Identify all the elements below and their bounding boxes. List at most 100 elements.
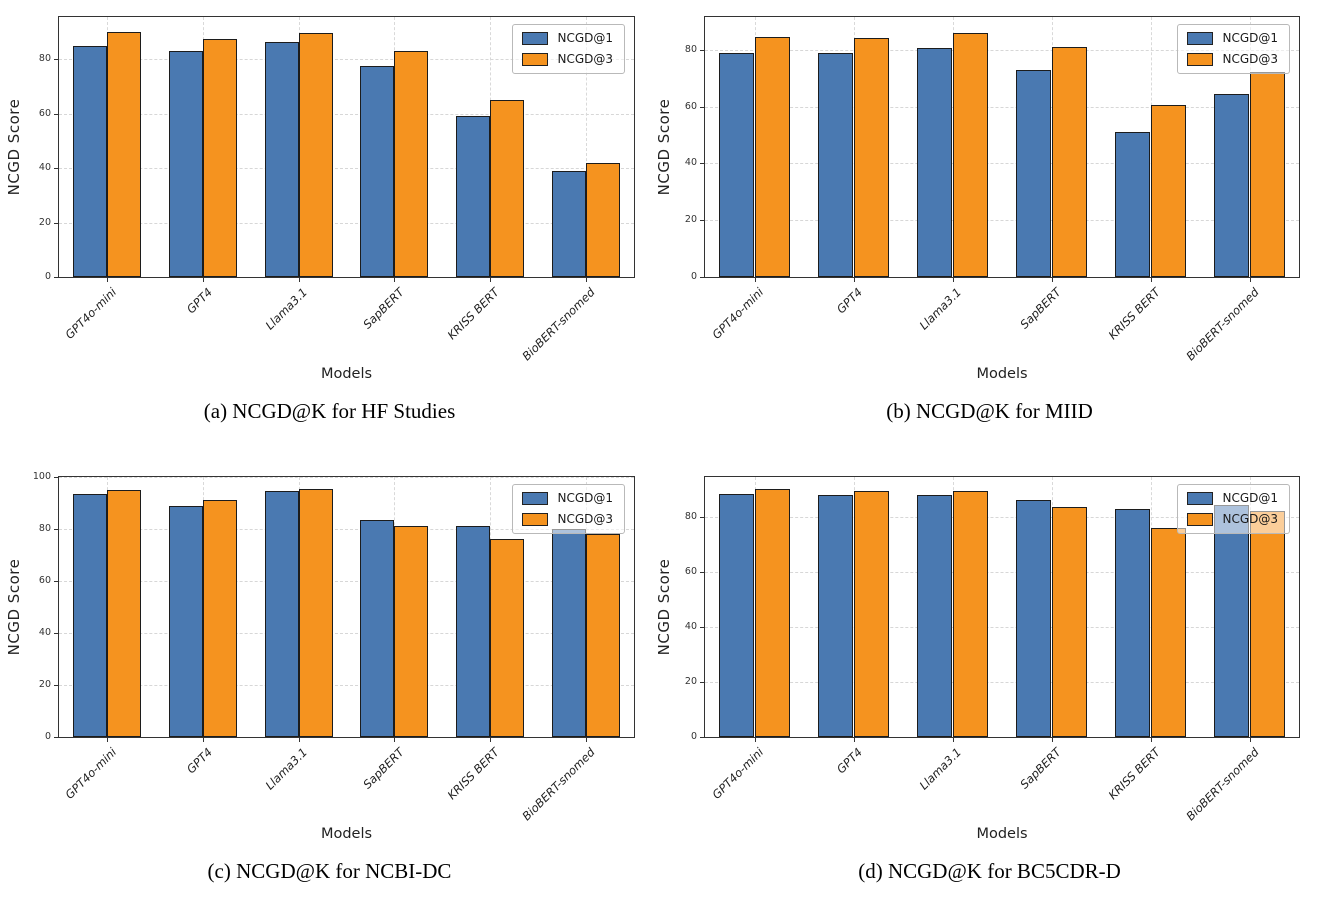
bar-ncgd-3	[853, 490, 889, 737]
bar-ncgd-3	[754, 489, 790, 737]
y-gridline	[59, 168, 634, 170]
y-tick-label: 60	[684, 565, 697, 577]
bar-ncgd-3	[490, 100, 525, 277]
x-tick-mark	[853, 277, 855, 282]
bar-ncgd-3	[1051, 46, 1087, 277]
bar-ncgd-3	[952, 490, 988, 737]
x-tick-label: GPT4	[183, 285, 215, 317]
y-tick-mark	[54, 685, 59, 686]
legend-item: NCGD@1	[1187, 31, 1278, 45]
bar-ncgd-3	[853, 38, 889, 277]
bar-ncgd-1	[1115, 508, 1151, 737]
bar-ncgd-3	[394, 526, 429, 737]
x-axis-title: Models	[976, 826, 1028, 842]
y-gridline	[705, 49, 1299, 51]
x-tick-label: Llama3.1	[262, 285, 311, 333]
bar-ncgd-1	[1016, 69, 1052, 277]
bar-ncgd-3	[586, 534, 621, 737]
y-gridline	[59, 581, 634, 582]
x-tick-label: SapBERT	[359, 745, 407, 792]
x-tick-mark	[298, 277, 300, 282]
y-tick-mark	[54, 113, 59, 115]
legend-label: NCGD@1	[1222, 491, 1278, 505]
legend: NCGD@1 NCGD@3	[512, 24, 625, 74]
x-tick-label: SapBERT	[359, 285, 407, 332]
x-gridline	[586, 17, 588, 277]
y-tick-mark	[700, 737, 705, 738]
y-tick-label: 20	[684, 675, 697, 687]
x-tick-mark	[202, 737, 204, 742]
bar-ncgd-1	[719, 52, 755, 277]
y-gridline	[59, 222, 634, 224]
y-gridline	[59, 685, 634, 686]
y-tick-mark	[54, 737, 59, 738]
legend-swatch-ncgd-3	[1187, 512, 1214, 526]
x-tick-mark	[1150, 277, 1152, 282]
legend-item: NCGD@3	[1187, 52, 1278, 66]
chart-panel-a: NCGD Score 0 20 40 60 80 GPT4o-mini GPT4 Llama3…	[0, 0, 659, 460]
bar-ncgd-1	[917, 48, 953, 277]
x-tick-label: GPT4o-mini	[62, 285, 119, 342]
bar-ncgd-1	[1214, 93, 1250, 277]
bar-ncgd-3	[1249, 72, 1285, 277]
chart-panel-b: NCGD Score 0 20 40 60 80 GPT4o-mini GPT4 Llama3…	[655, 0, 1319, 460]
bar-ncgd-1	[719, 493, 755, 737]
bar-ncgd-3	[202, 38, 237, 277]
y-tick-mark	[700, 516, 705, 518]
y-tick-label: 80	[38, 523, 51, 534]
x-tick-mark	[298, 737, 300, 742]
y-gridline	[59, 633, 634, 634]
x-tick-mark	[1249, 737, 1251, 742]
bar-ncgd-1	[818, 494, 854, 737]
y-gridline	[59, 529, 634, 530]
bar-ncgd-3	[394, 51, 429, 277]
y-tick-mark	[54, 633, 59, 634]
x-tick-mark	[1249, 277, 1251, 282]
y-tick-mark	[54, 59, 59, 61]
y-tick-label: 80	[684, 43, 697, 55]
x-tick-mark	[202, 277, 204, 282]
x-axis-title: Models	[320, 366, 373, 382]
x-tick-label: GPT4o-mini	[62, 745, 119, 802]
x-tick-mark	[952, 277, 954, 282]
bar-ncgd-3	[490, 539, 525, 737]
plot-area: 0 20 40 60 80 GPT4o-mini GPT4 Llama3.1 SapBERT KR…	[685, 16, 1300, 363]
bar-ncgd-3	[1150, 527, 1186, 737]
legend: NCGD@1 NCGD@3	[1177, 24, 1290, 74]
plot-area: 0 20 40 60 80 GPT4o-mini GPT4 Llama3.1 SapBERT KR…	[39, 16, 635, 363]
bar-ncgd-3	[298, 488, 333, 737]
y-tick-mark	[700, 571, 705, 573]
bar-ncgd-3	[1051, 507, 1087, 737]
y-tick-label: 20	[38, 216, 51, 228]
bar-ncgd-1	[264, 41, 299, 277]
legend-label: NCGD@3	[557, 52, 613, 66]
y-gridline	[705, 571, 1299, 573]
y-tick-mark	[54, 477, 59, 478]
y-axis-title: NCGD Score	[5, 558, 23, 656]
x-tick-mark	[1051, 737, 1053, 742]
y-tick-label: 0	[44, 731, 51, 742]
chart-caption: (d) NCGD@K for BC5CDR-D	[858, 859, 1121, 883]
legend: NCGD@1 NCGD@3	[512, 484, 625, 534]
legend-swatch-ncgd-3	[522, 52, 549, 66]
bar-ncgd-1	[456, 526, 491, 737]
legend-swatch-ncgd-3	[522, 512, 549, 526]
bar-ncgd-1	[72, 45, 107, 277]
chart-caption: (c) NCGD@K for NCBI-DC	[207, 859, 452, 883]
y-gridline	[59, 59, 634, 61]
legend-swatch-ncgd-1	[522, 31, 549, 45]
y-gridline	[705, 626, 1299, 628]
x-axis-title: Models	[976, 366, 1028, 382]
y-tick-label: 40	[38, 162, 51, 174]
y-tick-mark	[700, 681, 705, 683]
y-tick-label: 0	[690, 731, 697, 742]
x-tick-label: Llama3.1	[916, 745, 965, 793]
chart-panel-c: NCGD Score 0 20 40 60 80 100 GPT4o-mini GPT4 Lla…	[0, 460, 659, 920]
x-tick-mark	[490, 277, 492, 282]
x-tick-label: BioBERT-snomed	[1183, 285, 1262, 364]
x-tick-mark	[106, 737, 108, 742]
x-tick-mark	[952, 737, 954, 742]
x-tick-label: BioBERT-snomed	[1183, 745, 1262, 824]
bar-ncgd-3	[754, 36, 790, 277]
y-tick-label: 60	[38, 575, 51, 586]
